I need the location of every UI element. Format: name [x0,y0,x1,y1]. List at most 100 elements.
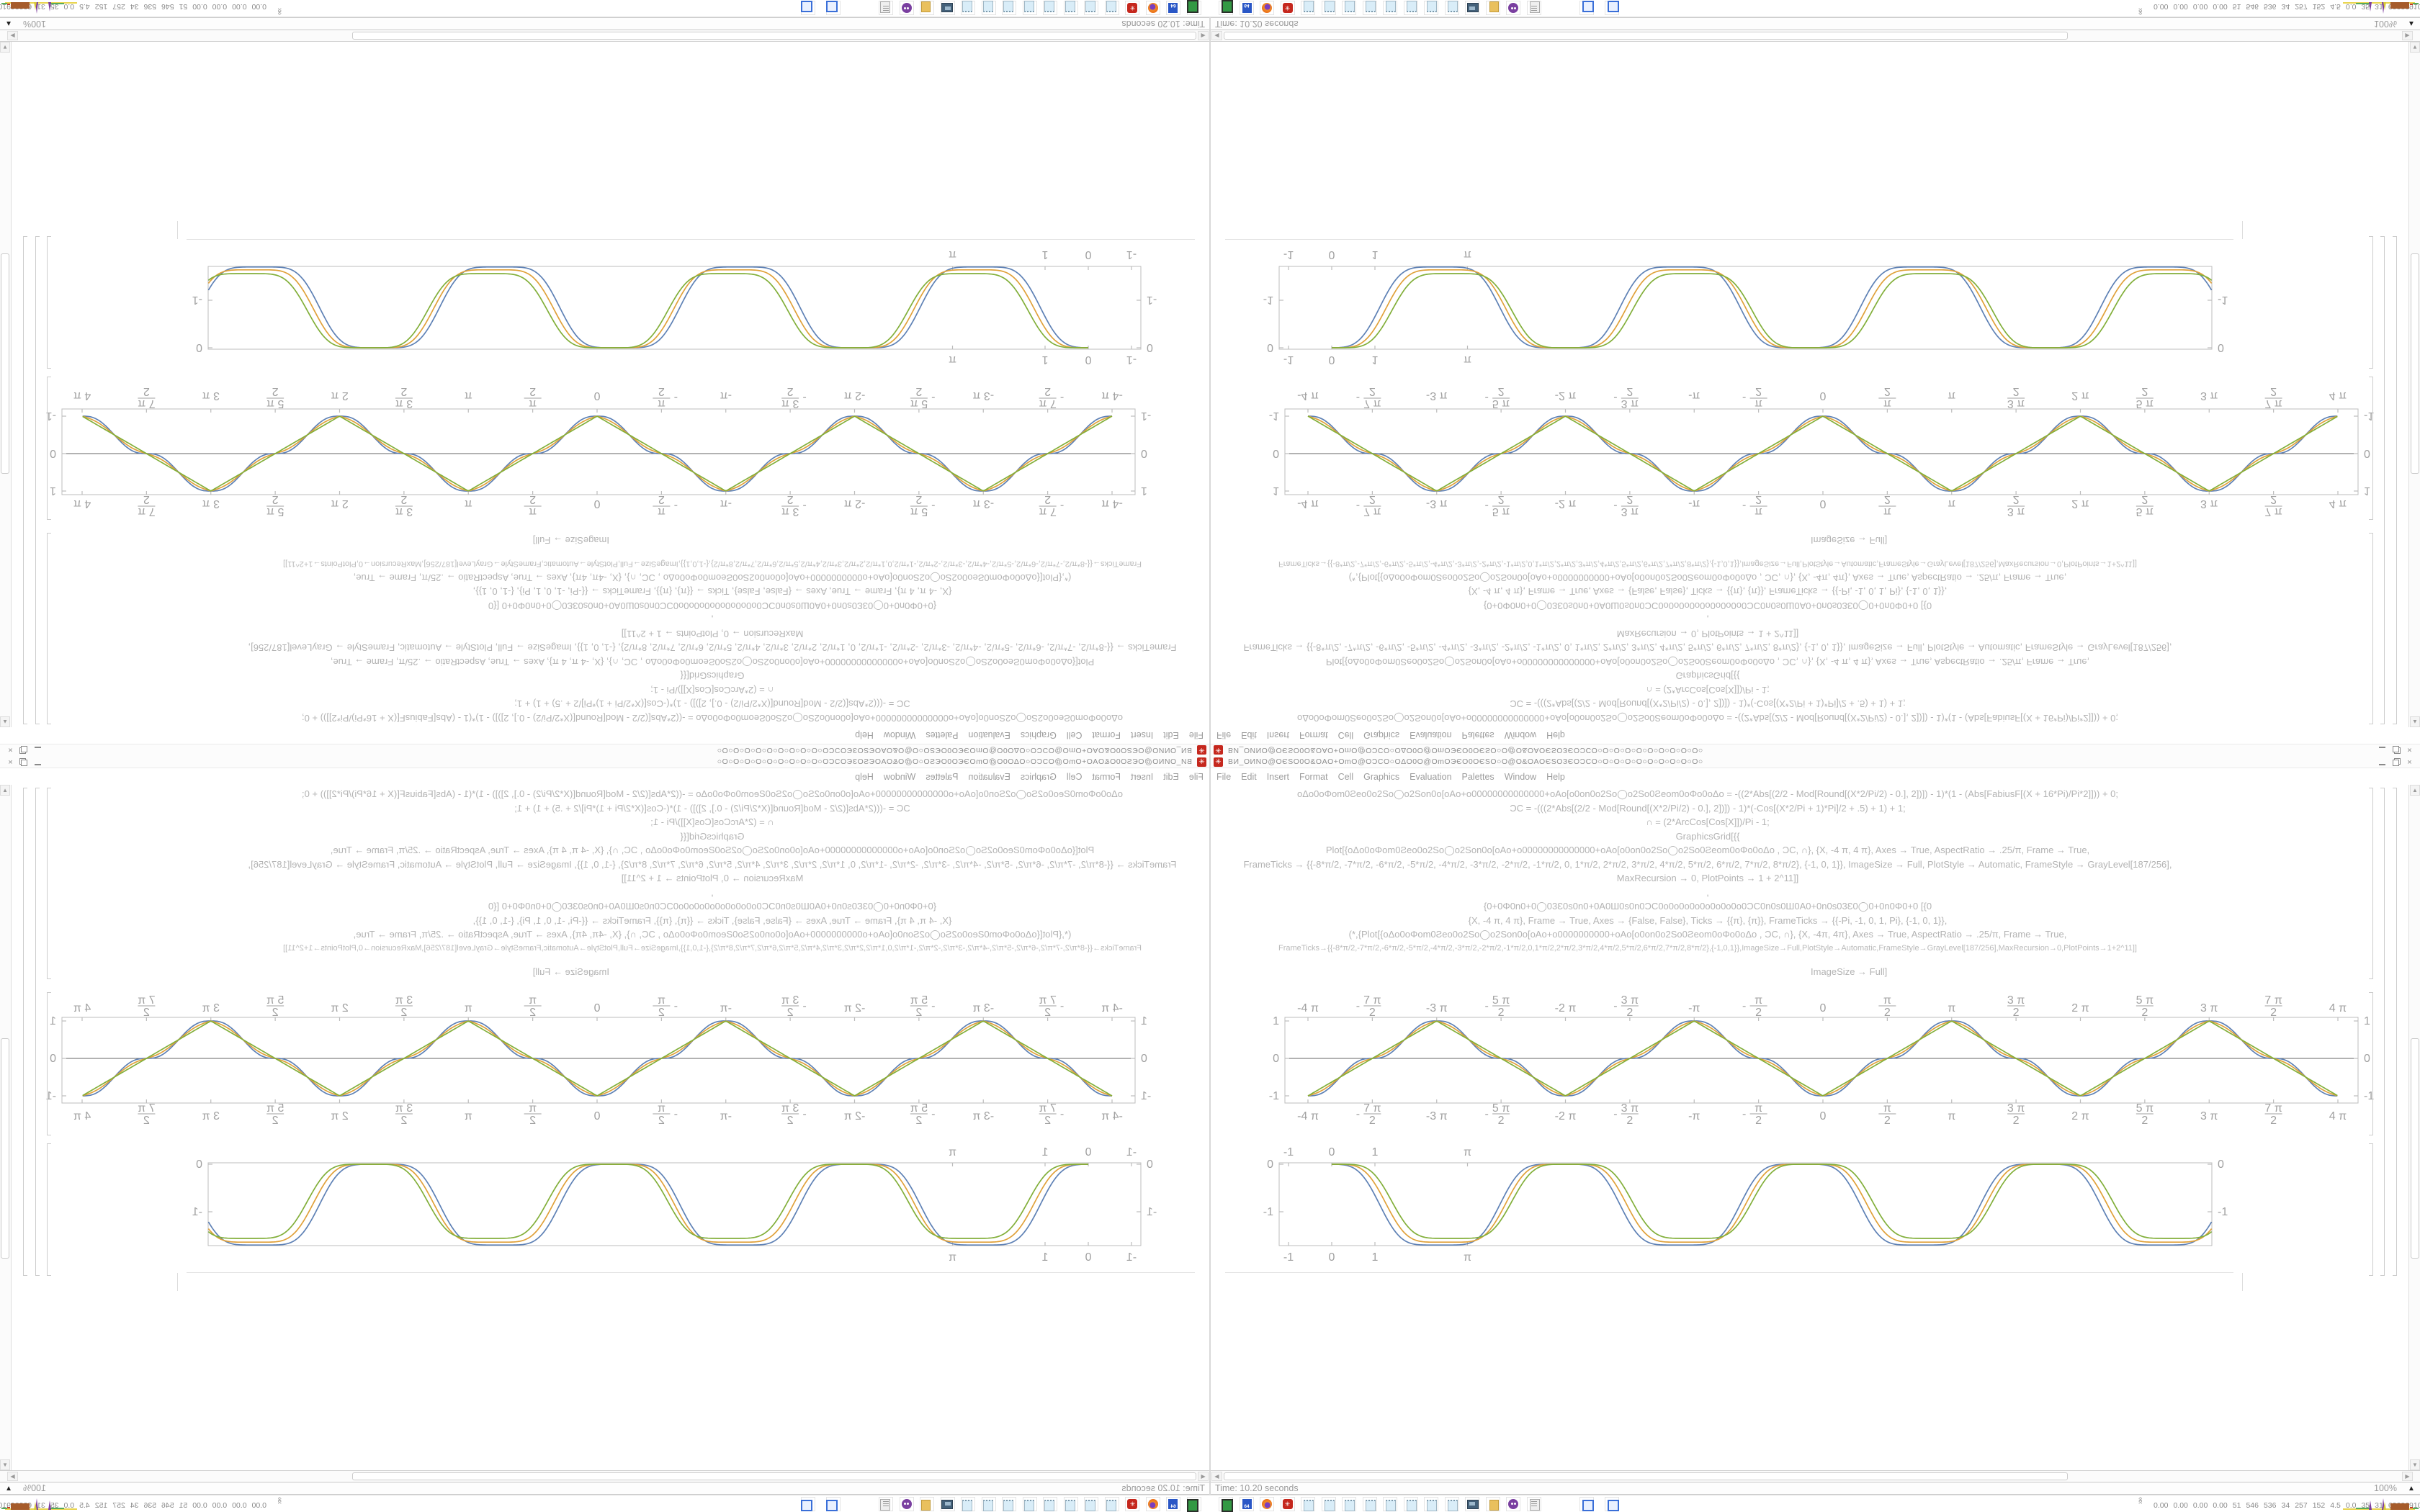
settings-gear-icon[interactable]: ✳ [1280,1,1295,15]
usb-drive-icon[interactable] [1219,1497,1233,1512]
menu-cell[interactable]: Cell [1337,730,1354,741]
menu-edit[interactable]: Edit [1163,730,1179,741]
app-window-icon[interactable] [1605,1,1619,15]
notebook-content[interactable]: oΔo0oΦom0Ƨeo0o2So◯o2Son0o[oAo+o000000000… [0,42,1209,727]
menu-cell[interactable]: Cell [1337,771,1354,782]
cell-bracket-outer[interactable] [23,788,27,1276]
scroll-icon[interactable] [879,1497,894,1511]
mask-icon[interactable] [1506,1497,1520,1511]
scroll-down-icon[interactable]: ▼ [0,42,10,53]
notepad-icon[interactable] [1342,1497,1356,1511]
menu-insert[interactable]: Insert [1131,771,1154,782]
settings-gear-icon[interactable]: ✳ [1125,1497,1140,1511]
cell-bracket-group[interactable] [35,236,40,724]
taskbar-expand-icon[interactable]: »» [274,1498,284,1505]
scroll-up-icon[interactable]: ▲ [2410,785,2420,796]
horizontal-scrollbar[interactable]: ◀ ▶ [0,30,1209,42]
scroll-right-icon[interactable]: ▶ [2402,1472,2413,1481]
notepad-icon[interactable] [1321,1,1336,15]
cell-bracket-outer[interactable] [2393,236,2397,724]
app-window-icon[interactable] [826,1497,841,1511]
close-button[interactable]: × [2407,758,2412,767]
notepad-icon[interactable] [1321,1497,1336,1511]
mask-icon[interactable] [1506,1,1520,15]
notepad-icon[interactable] [1444,1,1459,15]
notepad-icon[interactable] [1403,1,1418,15]
app-window-icon[interactable] [1605,1497,1619,1511]
close-button[interactable]: × [2407,745,2412,754]
horizontal-scroll-thumb[interactable] [352,32,1196,40]
zoom-popup-arrow-icon[interactable]: ▲ [5,19,12,27]
zoom-level[interactable]: 100% [23,1483,46,1493]
scroll-right-icon[interactable]: ▶ [7,31,18,40]
cell-bracket-plot2[interactable] [2369,236,2373,369]
notepad-icon[interactable] [1043,1497,1058,1511]
restore-button[interactable] [2391,758,2401,767]
screen-camera-icon[interactable] [1465,1497,1479,1511]
menu-help[interactable]: Help [855,771,874,782]
menu-cell[interactable]: Cell [1066,730,1083,741]
cell-bracket-plot2[interactable] [47,236,51,369]
minimize-button[interactable] [33,745,42,754]
cell-bracket-group[interactable] [35,788,40,1276]
cell-bracket-group[interactable] [2380,236,2385,724]
menu-format[interactable]: Format [1299,771,1328,782]
app-window-icon[interactable] [826,1,841,15]
cell-bracket-group[interactable] [2380,788,2385,1276]
menu-insert[interactable]: Insert [1266,771,1289,782]
app-window-icon[interactable] [1579,1,1594,15]
notepad-icon[interactable] [982,1497,996,1511]
notebook-content[interactable]: oΔo0oΦom0Ƨeo0o2So◯o2Son0o[oAo+o000000000… [1211,785,2420,1470]
notepad-icon[interactable] [1002,1,1017,15]
notepad-icon[interactable] [1002,1497,1017,1511]
menu-file[interactable]: File [1216,771,1232,782]
scroll-right-icon[interactable]: ▶ [7,1472,18,1481]
menu-graphics[interactable]: Graphics [1020,730,1057,741]
cell-bracket-code[interactable] [2369,788,2373,979]
vertical-scrollbar[interactable]: ▲ ▼ [0,42,12,727]
menu-format[interactable]: Format [1092,771,1121,782]
restore-button[interactable] [2391,745,2401,754]
screen-camera-icon[interactable] [1465,1,1479,15]
vertical-scrollbar[interactable]: ▲ ▼ [2408,42,2420,727]
notepad-icon[interactable] [1301,1497,1315,1511]
menu-palettes[interactable]: Palettes [926,730,959,741]
notepad-icon[interactable] [1362,1497,1377,1511]
cell-bracket-code[interactable] [2369,533,2373,724]
menu-window[interactable]: Window [883,730,916,741]
menu-edit[interactable]: Edit [1241,771,1257,782]
folder-icon[interactable] [1485,1,1500,15]
scroll-icon[interactable] [879,1,894,15]
menu-window[interactable]: Window [1504,771,1537,782]
scroll-down-icon[interactable]: ▼ [0,1459,10,1470]
notepad-icon[interactable] [961,1497,976,1511]
zoom-level[interactable]: 100% [2374,1483,2397,1493]
scroll-up-icon[interactable]: ▲ [2410,716,2420,727]
horizontal-scrollbar[interactable]: ◀ ▶ [1211,1470,2420,1482]
taskbar-expand-icon[interactable]: »» [2136,1498,2146,1505]
close-button[interactable]: × [8,745,13,754]
vertical-scroll-thumb[interactable] [1,1038,9,1259]
notepad-icon[interactable] [961,1,976,15]
notepad-icon[interactable] [1301,1,1315,15]
notepad-icon[interactable] [1023,1497,1037,1511]
zoom-popup-arrow-icon[interactable]: ▲ [5,1485,12,1493]
menu-evaluation[interactable]: Evaluation [1410,771,1452,782]
usb-drive-icon[interactable] [1187,1497,1201,1512]
notebook-content[interactable]: oΔo0oΦom0Ƨeo0o2So◯o2Son0o[oAo+o000000000… [1211,42,2420,727]
usb-drive-icon[interactable] [1219,0,1233,15]
menu-window[interactable]: Window [1504,730,1537,741]
menu-evaluation[interactable]: Evaluation [968,730,1010,741]
menu-help[interactable]: Help [855,730,874,741]
menu-file[interactable]: File [1188,771,1204,782]
notepad-icon[interactable] [1064,1,1078,15]
scroll-left-icon[interactable]: ◀ [1198,31,1209,40]
firefox-icon[interactable] [1260,1,1274,15]
menu-edit[interactable]: Edit [1241,730,1257,741]
zoom-level[interactable]: 100% [23,19,46,29]
menu-insert[interactable]: Insert [1131,730,1154,741]
folder-icon[interactable] [920,1,935,15]
menu-evaluation[interactable]: Evaluation [968,771,1010,782]
settings-gear-icon[interactable]: ✳ [1125,1,1140,15]
menu-palettes[interactable]: Palettes [1461,771,1494,782]
